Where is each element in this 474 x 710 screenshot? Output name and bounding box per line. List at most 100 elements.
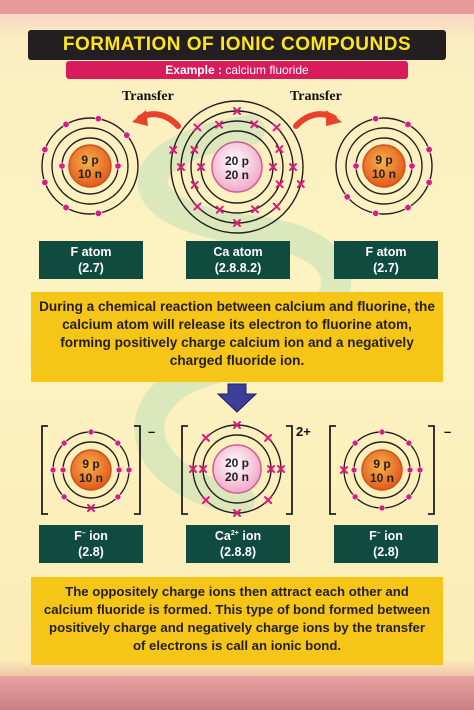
atom-label-config: (2.8.8.2)	[214, 261, 262, 275]
electron-cross	[272, 123, 281, 132]
electron	[425, 146, 433, 154]
ion-label-ca: Ca2+ ion (2.8.8)	[186, 525, 290, 563]
ion-label-config: (2.8.8)	[219, 545, 257, 559]
electron	[60, 493, 68, 501]
nucleus	[212, 444, 262, 494]
electron	[41, 146, 49, 154]
ion-charge-ca: 2+	[296, 424, 311, 439]
f-ion-right-left-bracket	[329, 425, 336, 515]
electron-shell	[170, 100, 304, 234]
electron-cross	[250, 120, 259, 129]
ion-label-name: Ca2+ ion	[214, 529, 262, 543]
nucleus-protons: 9 p	[375, 153, 392, 167]
ion-label-name: F– ion	[369, 529, 403, 543]
electron-shell	[335, 117, 433, 215]
electron-cross	[201, 433, 210, 442]
transferred-electron	[340, 466, 348, 474]
nucleus	[362, 144, 406, 188]
electron-cross	[272, 202, 281, 211]
electron	[94, 209, 102, 217]
example-banner: Example : calcium fluoride	[66, 61, 408, 79]
electron	[114, 493, 122, 501]
nucleus-neutrons: 10 n	[370, 471, 394, 485]
electron	[87, 428, 95, 436]
electron	[41, 178, 49, 186]
transferred-electron	[87, 504, 95, 512]
ion-charge-f-left: –	[148, 424, 156, 439]
nucleus	[70, 449, 112, 491]
electron	[49, 466, 57, 474]
electron-cross	[269, 163, 277, 171]
electron	[416, 466, 424, 474]
down-arrow	[216, 383, 258, 413]
nucleus-neutrons: 10 n	[372, 167, 396, 181]
electron-cross	[264, 433, 273, 442]
electron-cross	[197, 163, 205, 171]
ion-label-config: (2.8)	[78, 545, 104, 559]
nucleus	[361, 449, 403, 491]
electron	[378, 428, 386, 436]
s-band-background	[134, 115, 352, 515]
electron	[60, 439, 68, 447]
atom-label-name: Ca atom	[213, 245, 263, 259]
top-strip	[0, 0, 474, 14]
electron	[404, 120, 412, 128]
nucleus	[68, 144, 112, 188]
electron	[343, 193, 351, 201]
electron	[406, 466, 414, 474]
electron-cross	[233, 107, 241, 115]
electron	[425, 178, 433, 186]
reaction-paragraph: During a chemical reaction between calci…	[31, 292, 443, 382]
electron-shell	[51, 127, 129, 205]
electron	[405, 493, 413, 501]
electron	[408, 162, 416, 170]
nucleus-neutrons: 10 n	[79, 471, 103, 485]
ion-label-f-right: F– ion (2.8)	[334, 525, 438, 563]
atom-label-name: F atom	[365, 245, 407, 259]
example-text: calcium fluoride	[225, 63, 309, 77]
f-ion-left-left-bracket	[41, 425, 48, 515]
ca-ion-left-bracket	[181, 425, 188, 515]
electron	[62, 120, 70, 128]
electron	[114, 439, 122, 447]
nucleus-protons: 20 p	[225, 154, 249, 168]
electron	[404, 204, 412, 212]
transfer-label-left: Transfer	[122, 89, 174, 104]
atom-label-config: (2.7)	[373, 261, 399, 275]
nucleus-protons: 9 p	[82, 457, 99, 471]
ca-ion-right-bracket	[286, 425, 293, 515]
example-prefix: Example :	[165, 63, 222, 77]
electron	[352, 162, 360, 170]
page-title: FORMATION OF IONIC COMPOUNDS	[28, 30, 446, 60]
electron-cross	[177, 163, 185, 171]
electron-cross	[215, 120, 224, 129]
electron	[94, 115, 102, 123]
ion-label-name: F– ion	[74, 529, 108, 543]
electron	[351, 439, 359, 447]
nucleus-neutrons: 10 n	[78, 167, 102, 181]
electron-cross	[267, 465, 275, 473]
nucleus	[211, 141, 263, 193]
atom-label-f-right: F atom (2.7)	[334, 241, 438, 279]
electron	[372, 115, 380, 123]
electron-cross	[275, 180, 284, 189]
electron	[114, 162, 122, 170]
nucleus-protons: 20 p	[225, 456, 249, 470]
electron-cross	[193, 202, 202, 211]
electron-cross	[296, 180, 305, 189]
transfer-arrow-right-head	[326, 110, 342, 126]
electron-shell	[190, 120, 284, 214]
bottom-strip	[0, 676, 474, 710]
electron-cross	[250, 205, 259, 214]
electron	[59, 466, 67, 474]
atom-label-ca: Ca atom (2.8.8.2)	[186, 241, 290, 279]
electron	[115, 466, 123, 474]
ion-label-f-left: F– ion (2.8)	[39, 525, 143, 563]
electron	[350, 466, 358, 474]
electron-cross	[275, 145, 284, 154]
electron-cross	[193, 123, 202, 132]
electron	[58, 162, 66, 170]
electron	[125, 466, 133, 474]
nucleus-neutrons: 20 n	[225, 168, 249, 182]
